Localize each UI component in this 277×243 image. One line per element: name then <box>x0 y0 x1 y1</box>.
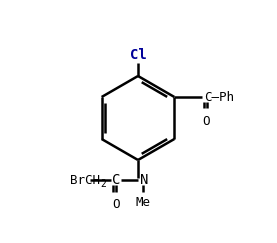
Text: N: N <box>140 173 148 187</box>
Text: BrCH: BrCH <box>70 174 100 186</box>
Text: Me: Me <box>135 196 150 209</box>
Text: C: C <box>112 173 120 187</box>
Text: C—Ph: C—Ph <box>204 90 234 104</box>
Text: O: O <box>202 115 210 128</box>
Text: 2: 2 <box>100 179 106 189</box>
Text: O: O <box>112 198 120 211</box>
Text: Cl: Cl <box>130 48 146 62</box>
